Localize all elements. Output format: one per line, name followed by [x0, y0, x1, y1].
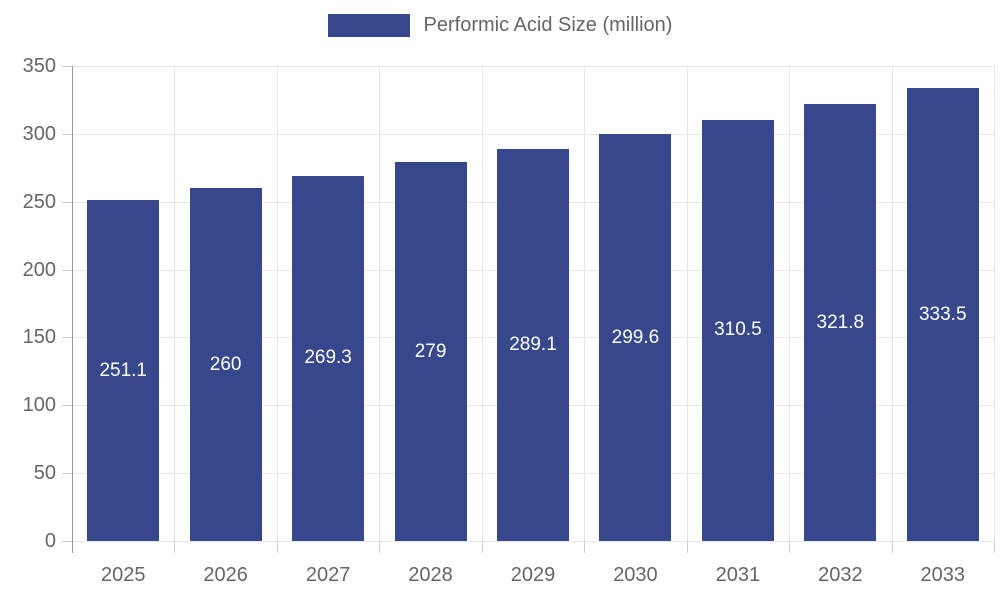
y-gridline: [72, 541, 994, 542]
x-tick-mark: [174, 541, 176, 553]
x-axis-tick-label: 2030: [613, 564, 658, 586]
x-axis-tick-label: 2031: [715, 564, 761, 586]
legend[interactable]: Performic Acid Size (million): [0, 14, 1000, 37]
bar-value-label: 299.6: [611, 326, 660, 348]
x-tick-mark: [584, 541, 586, 553]
legend-swatch: [327, 14, 410, 37]
y-tick-mark: [62, 66, 72, 67]
y-axis-tick-label: 0: [44, 530, 56, 552]
x-gridline: [584, 66, 586, 541]
y-axis-tick-label: 250: [22, 190, 56, 213]
bar-value-label: 310.5: [714, 319, 762, 341]
bar[interactable]: [599, 134, 672, 541]
bar-value-label: 251.1: [99, 359, 147, 381]
x-gridline: [174, 66, 176, 541]
y-axis-tick-label: 300: [22, 122, 56, 145]
x-axis-tick-label: 2032: [818, 564, 863, 586]
bar[interactable]: [906, 88, 979, 541]
x-tick-mark: [481, 541, 483, 553]
x-axis-tick-label: 2026: [203, 564, 248, 586]
bar[interactable]: [87, 200, 160, 541]
bar-value-label: 289.1: [509, 333, 557, 355]
bar-value-label: 279: [414, 340, 447, 362]
x-gridline: [686, 66, 688, 541]
x-tick-mark: [994, 541, 995, 553]
x-tick-mark: [276, 541, 278, 553]
x-axis-tick-label: 2029: [510, 564, 556, 586]
bar[interactable]: [701, 119, 774, 541]
y-axis-tick-label: 200: [22, 258, 56, 281]
bar-value-label: 260: [209, 353, 242, 375]
y-gridline: [72, 133, 994, 135]
bar-value-label: 269.3: [304, 347, 352, 369]
y-axis-tick-label: 50: [33, 462, 56, 485]
bar[interactable]: [497, 148, 569, 541]
x-gridline: [481, 66, 483, 541]
y-tick-mark: [62, 201, 72, 203]
bar[interactable]: [292, 175, 365, 541]
y-tick-mark: [62, 541, 72, 542]
x-axis-tick-label: 2028: [408, 564, 453, 586]
x-axis-tick-label: 2025: [100, 564, 146, 586]
bar-value-label: 333.5: [918, 303, 967, 325]
x-gridline: [379, 66, 381, 541]
y-axis-tick-label: 350: [22, 55, 56, 77]
legend-label: Performic Acid Size (million): [423, 14, 673, 36]
y-tick-mark: [62, 405, 72, 407]
bar-value-label: 321.8: [816, 311, 865, 333]
bar[interactable]: [394, 162, 467, 541]
x-gridline: [994, 66, 995, 541]
y-tick-mark: [62, 269, 72, 271]
x-gridline: [891, 66, 893, 541]
x-gridline: [276, 66, 278, 541]
x-axis-tick-label: 2033: [920, 564, 966, 586]
x-tick-mark: [379, 541, 381, 553]
x-tick-mark: [891, 541, 893, 553]
bar[interactable]: [804, 104, 877, 541]
y-axis-tick-label: 100: [22, 394, 56, 417]
bar[interactable]: [189, 188, 262, 541]
x-gridline: [789, 66, 791, 541]
x-axis-tick-label: 2027: [305, 564, 351, 586]
y-tick-mark: [62, 133, 72, 135]
y-tick-mark: [62, 337, 72, 339]
y-gridline: [72, 66, 994, 67]
y-tick-mark: [62, 473, 72, 475]
y-axis-tick-label: 150: [22, 326, 56, 349]
x-tick-mark: [789, 541, 791, 553]
x-tick-mark: [686, 541, 688, 553]
y-axis-line: [72, 66, 73, 553]
